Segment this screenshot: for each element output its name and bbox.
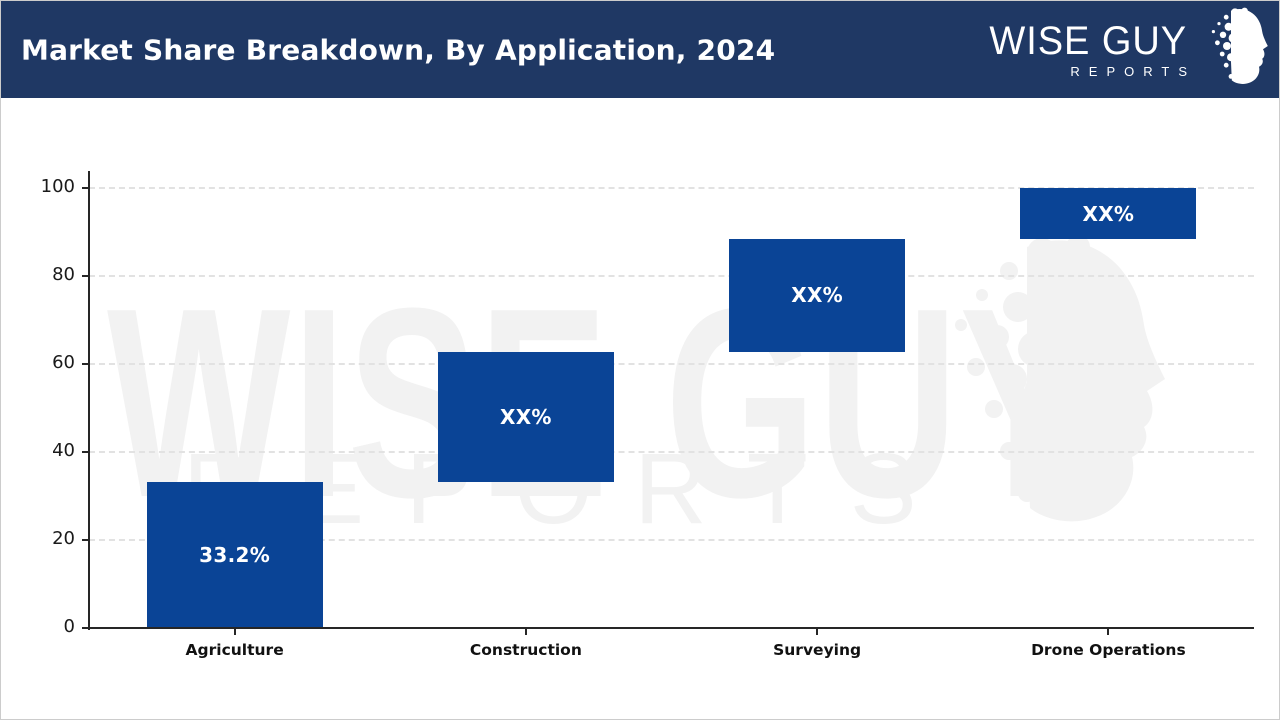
bar-segment-construction: XX% (437, 351, 614, 482)
y-axis-tick-label: 20 (52, 528, 75, 549)
bar-value-label: XX% (1082, 201, 1135, 226)
wiseguy-head-icon (1211, 7, 1268, 84)
chart-title: Market Share Breakdown, By Application, … (21, 33, 776, 66)
bar-value-label: XX% (499, 404, 552, 429)
gridline (89, 451, 1254, 453)
y-axis-tick (82, 187, 89, 189)
x-axis-category-label: Surveying (773, 641, 862, 659)
x-axis-category-label: Drone Operations (1031, 641, 1186, 659)
y-axis-tick (82, 363, 89, 365)
wiseguy-logo: WISE GUY REPORTS (979, 6, 1271, 94)
y-axis-tick (82, 539, 89, 541)
wiseguy-logo-brand: WISE GUY (989, 19, 1187, 63)
bar-segment-drone-operations: XX% (1020, 188, 1197, 240)
y-axis-tick (82, 275, 89, 277)
bar-value-label: 33.2% (199, 542, 271, 567)
y-axis-tick-label: 80 (52, 264, 75, 285)
wiseguy-logo-text: WISE GUY REPORTS (979, 21, 1187, 79)
bar-segment-surveying: XX% (729, 239, 906, 352)
y-axis-tick-label: 40 (52, 440, 75, 461)
y-axis-tick (82, 627, 89, 629)
x-axis-category-label: Agriculture (185, 641, 284, 659)
x-axis-line (89, 627, 1254, 629)
bar-segment-agriculture: 33.2% (146, 481, 323, 628)
gridline (89, 187, 1254, 189)
header-bar: Market Share Breakdown, By Application, … (1, 1, 1279, 98)
y-axis-line (88, 171, 90, 630)
gridline (89, 363, 1254, 365)
y-axis-tick-label: 0 (63, 616, 75, 637)
x-axis-tick (233, 629, 236, 635)
x-axis-tick (524, 629, 527, 635)
x-axis-tick (816, 629, 819, 635)
bar-value-label: XX% (791, 283, 844, 308)
wiseguy-logo-sub: REPORTS (1070, 64, 1196, 79)
x-axis-tick (1107, 629, 1110, 635)
gridline (89, 539, 1254, 541)
y-axis-tick (82, 451, 89, 453)
gridline (89, 275, 1254, 277)
x-axis-category-label: Construction (469, 641, 582, 659)
y-axis-tick-label: 60 (52, 352, 75, 373)
y-axis-tick-label: 100 (40, 176, 75, 197)
